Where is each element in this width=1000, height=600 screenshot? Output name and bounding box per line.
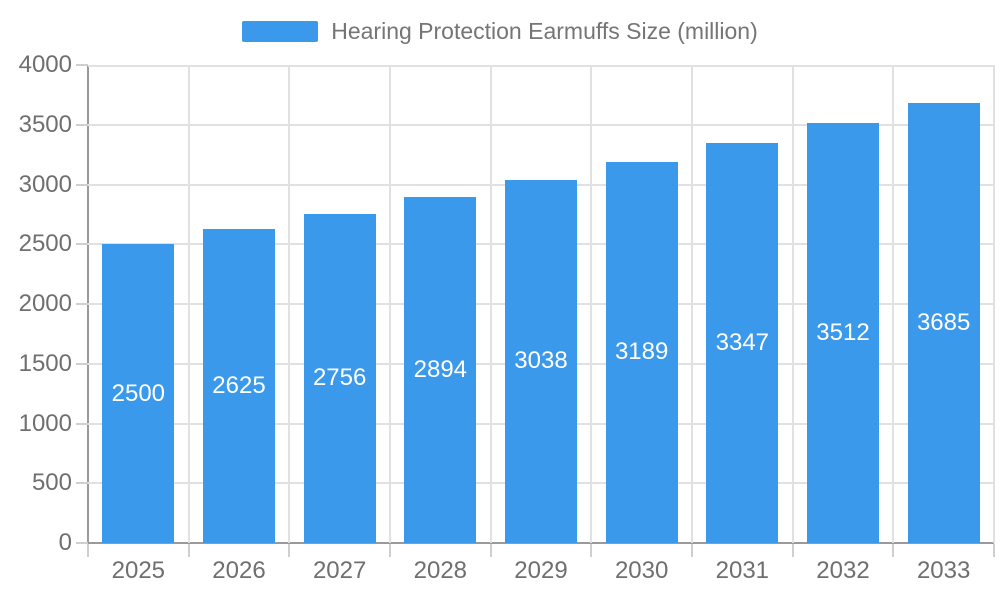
bar-value-label: 3512 — [816, 319, 870, 347]
x-tick — [87, 544, 89, 557]
y-axis-tick-label: 3000 — [18, 170, 72, 198]
y-tick — [76, 123, 88, 126]
y-tick — [76, 303, 88, 305]
y-tick — [76, 64, 88, 66]
y-tick — [76, 482, 88, 485]
bar[interactable] — [605, 161, 678, 543]
bar-value-label: 3189 — [614, 338, 669, 366]
y-tick — [76, 362, 88, 365]
gridline — [88, 65, 994, 67]
y-axis-tick-label: 4000 — [18, 51, 72, 78]
x-axis-tick-label: 2025 — [111, 557, 166, 584]
x-axis-tick-label: 2030 — [614, 557, 669, 584]
bar-value-label: 3347 — [715, 329, 770, 357]
bar-value-label: 2625 — [212, 372, 266, 400]
y-axis-tick-label: 1500 — [18, 349, 72, 377]
bar[interactable] — [706, 143, 779, 543]
gridline — [88, 123, 994, 126]
y-axis-tick-label: 1000 — [18, 409, 72, 437]
x-axis-tick-label: 2029 — [514, 557, 568, 584]
y-axis-tick-label: 3500 — [18, 110, 72, 138]
y-axis-line — [87, 65, 89, 557]
y-axis-tick-label: 0 — [58, 529, 72, 556]
x-tick — [489, 544, 492, 557]
x-tick — [288, 544, 291, 557]
x-tick — [892, 544, 895, 557]
bar-value-label: 2500 — [111, 379, 166, 407]
x-tick — [590, 544, 593, 557]
gridline — [993, 65, 995, 543]
x-axis-tick-label: 2031 — [715, 557, 770, 584]
x-tick — [791, 544, 794, 557]
bar[interactable] — [807, 123, 879, 543]
gridline — [590, 65, 593, 543]
plot-area: 2500 2625 2756 2894 3038 3189 3347 3512 3685 — [88, 65, 995, 543]
gridline — [691, 65, 693, 543]
y-tick — [76, 422, 88, 425]
bar[interactable] — [203, 229, 275, 543]
y-tick — [76, 542, 88, 544]
y-axis-tick-label: 2500 — [18, 230, 72, 258]
x-axis-tick-label: 2027 — [312, 557, 367, 584]
gridline — [489, 65, 492, 543]
legend[interactable]: Hearing Protection Earmuffs Size (millio… — [0, 18, 1000, 45]
legend-swatch-icon — [242, 21, 319, 42]
gridline — [288, 65, 291, 543]
bar-value-label: 3685 — [916, 308, 971, 336]
legend-label: Hearing Protection Earmuffs Size (millio… — [331, 18, 758, 44]
bar[interactable] — [102, 244, 175, 543]
bar[interactable] — [404, 197, 477, 543]
x-tick — [187, 544, 190, 557]
x-axis-tick-label: 2026 — [212, 557, 266, 584]
y-tick — [76, 243, 88, 246]
bar-value-label: 2756 — [312, 364, 367, 392]
y-axis-tick-label: 500 — [31, 469, 72, 497]
bar-value-label: 2894 — [413, 356, 468, 384]
x-tick — [389, 544, 391, 557]
x-axis-tick-label: 2032 — [816, 557, 870, 584]
bar[interactable] — [907, 102, 980, 543]
gridline — [187, 65, 190, 543]
x-axis-tick-label: 2033 — [916, 557, 971, 584]
gridline — [892, 65, 895, 543]
bar-value-label: 3038 — [514, 347, 568, 375]
bar[interactable] — [505, 179, 577, 543]
x-tick — [691, 544, 693, 557]
y-axis-tick-label: 2000 — [18, 290, 72, 317]
bar[interactable] — [303, 213, 376, 543]
y-tick — [76, 183, 88, 186]
x-tick — [993, 544, 995, 557]
x-axis-line — [78, 542, 994, 544]
gridline — [791, 65, 794, 543]
x-axis-tick-label: 2028 — [413, 557, 468, 584]
gridline — [389, 65, 391, 543]
